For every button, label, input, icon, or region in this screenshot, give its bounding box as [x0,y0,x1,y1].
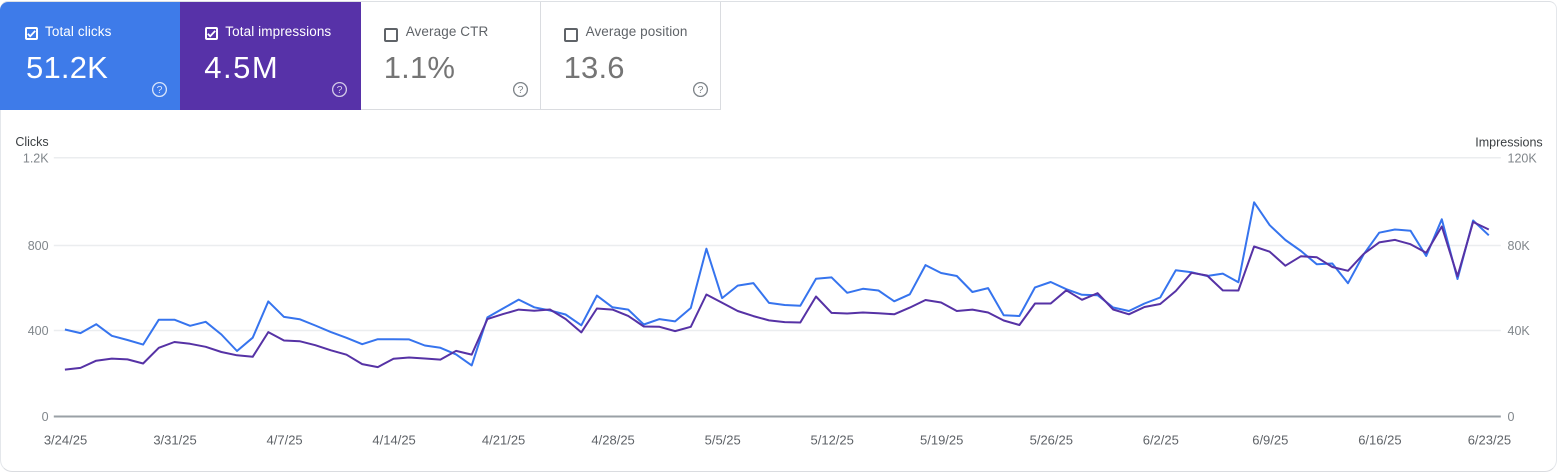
svg-text:6/23/25: 6/23/25 [1468,433,1511,448]
svg-text:5/5/25: 5/5/25 [705,433,741,448]
svg-text:80K: 80K [1508,239,1531,253]
svg-text:?: ? [157,84,163,96]
svg-text:4/14/25: 4/14/25 [372,433,415,448]
svg-text:6/16/25: 6/16/25 [1358,433,1401,448]
svg-text:1.2K: 1.2K [23,152,49,166]
svg-text:Clicks: Clicks [15,135,48,149]
svg-text:6/2/25: 6/2/25 [1143,433,1179,448]
svg-text:3/24/25: 3/24/25 [44,433,87,448]
svg-text:0: 0 [42,410,49,424]
svg-text:0: 0 [1508,410,1515,424]
svg-text:?: ? [337,84,343,96]
svg-text:120K: 120K [1508,152,1538,166]
svg-text:800: 800 [28,239,49,253]
svg-text:Impressions: Impressions [1475,136,1542,150]
svg-text:6/9/25: 6/9/25 [1252,433,1288,448]
svg-text:5/19/25: 5/19/25 [920,433,963,448]
svg-text:40K: 40K [1508,324,1531,338]
svg-text:4/21/25: 4/21/25 [482,433,525,448]
svg-text:400: 400 [28,324,49,338]
svg-text:4/7/25: 4/7/25 [267,433,303,448]
svg-text:5/12/25: 5/12/25 [811,433,854,448]
svg-text:5/26/25: 5/26/25 [1030,433,1073,448]
svg-text:4/28/25: 4/28/25 [591,433,634,448]
svg-text:?: ? [517,84,523,96]
svg-text:?: ? [697,84,703,96]
svg-text:3/31/25: 3/31/25 [153,433,196,448]
